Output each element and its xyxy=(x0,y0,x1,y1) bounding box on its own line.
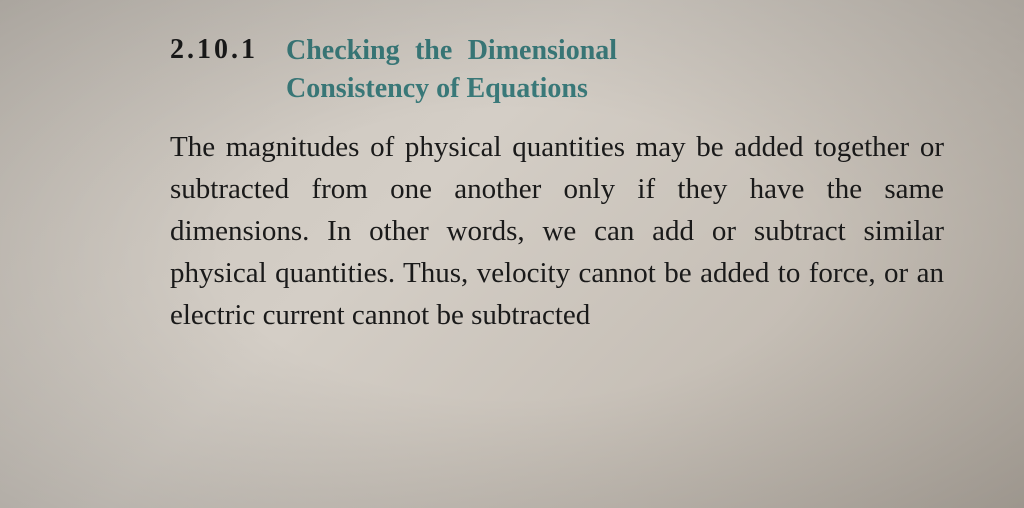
section-title: Checking the Dimensional Consistency of … xyxy=(286,32,944,108)
title-line-2: Consistency of Equations xyxy=(286,73,588,104)
textbook-page: 2.10.1 Checking the Dimensional Consiste… xyxy=(0,0,1024,508)
section-heading: 2.10.1 Checking the Dimensional Consiste… xyxy=(170,32,944,108)
title-line-1: Checking the Dimensional xyxy=(286,35,617,66)
section-number: 2.10.1 xyxy=(170,32,258,68)
body-paragraph: The magnitudes of physical quantities ma… xyxy=(170,126,944,336)
